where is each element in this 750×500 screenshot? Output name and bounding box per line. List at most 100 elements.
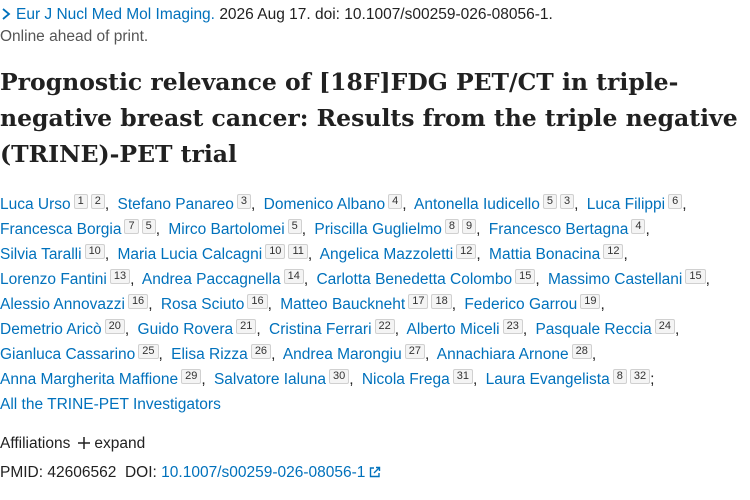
affiliation-number[interactable]: 1: [73, 194, 88, 209]
author: Massimo Castellani 15,: [547, 269, 714, 288]
author-name[interactable]: Demetrio Aricò: [0, 321, 102, 338]
author-name[interactable]: Annachiara Arnone: [436, 346, 569, 363]
affiliation-number[interactable]: 8: [444, 219, 459, 234]
affiliation-number[interactable]: 8: [612, 369, 627, 384]
affiliation-number[interactable]: 24: [654, 319, 676, 334]
author: Demetrio Aricò 20,: [0, 319, 133, 338]
separator: ,: [682, 196, 687, 213]
separator: ,: [476, 221, 481, 238]
affiliations-toggle[interactable]: Affiliations expand: [0, 433, 745, 455]
author-name[interactable]: Anna Margherita Maffione: [0, 371, 179, 388]
author-name[interactable]: Guido Rovera: [137, 321, 234, 338]
separator: ,: [301, 221, 307, 238]
affiliation-number[interactable]: 30: [328, 369, 350, 384]
affiliation-number[interactable]: 5: [141, 219, 156, 234]
author-name[interactable]: Gianluca Cassarino: [0, 346, 136, 363]
author-name[interactable]: Domenico Albano: [263, 196, 386, 213]
affiliation-number[interactable]: 23: [502, 319, 523, 334]
author: Salvatore Ialuna 30,: [213, 369, 358, 388]
affiliation-number[interactable]: 22: [374, 319, 395, 334]
journal-link[interactable]: Eur J Nucl Med Mol Imaging.: [16, 6, 215, 23]
author-name[interactable]: Angelica Mazzoletti: [319, 246, 454, 263]
author-name[interactable]: Lorenzo Fantini: [0, 271, 107, 288]
separator: ,: [303, 271, 309, 288]
affiliation-number[interactable]: 15: [515, 269, 536, 284]
author-name[interactable]: Stefano Panareo: [117, 196, 234, 213]
affiliation-number[interactable]: 5: [287, 219, 302, 234]
affiliation-number[interactable]: 13: [109, 269, 131, 284]
affiliation-number[interactable]: 26: [250, 344, 272, 359]
author-name[interactable]: Mirco Bartolomei: [168, 221, 285, 238]
affiliation-number[interactable]: 9: [462, 219, 477, 234]
affiliation-number[interactable]: 5: [542, 194, 557, 209]
affiliation-number[interactable]: 14: [283, 269, 304, 284]
chevron-icon: [2, 8, 11, 20]
separator: ,: [425, 346, 430, 363]
affiliation-number[interactable]: 28: [571, 344, 592, 359]
separator: ,: [472, 371, 478, 388]
group-author[interactable]: All the TRINE-PET Investigators: [0, 396, 221, 413]
author-name[interactable]: Luca Filippi: [586, 196, 666, 213]
author-name[interactable]: Laura Evangelista: [485, 371, 610, 388]
affiliation-number[interactable]: 32: [629, 369, 651, 384]
separator: ,: [201, 371, 206, 388]
author: Alessio Annovazzi 16,: [0, 294, 157, 313]
affiliation-number[interactable]: 3: [236, 194, 251, 209]
separator: ,: [394, 321, 400, 338]
author-name[interactable]: Antonella Iudicello: [414, 196, 540, 213]
author-name[interactable]: Francesco Bertagna: [488, 221, 629, 238]
affiliation-number[interactable]: 17: [408, 294, 429, 309]
affiliation-number[interactable]: 3: [559, 194, 575, 209]
author: Pasquale Reccia 24,: [535, 319, 683, 338]
doi-link[interactable]: 10.1007/s00259-026-08056-1: [161, 464, 366, 481]
affiliation-number[interactable]: 29: [181, 369, 202, 384]
author-name[interactable]: Silvia Taralli: [0, 246, 82, 263]
author-name[interactable]: Priscilla Guglielmo: [314, 221, 442, 238]
author-name[interactable]: Rosa Sciuto: [160, 296, 245, 313]
citation: Eur J Nucl Med Mol Imaging. 2026 Aug 17.…: [0, 4, 745, 48]
author-name[interactable]: Elisa Rizza: [171, 346, 248, 363]
author-name[interactable]: Andrea Paccagnella: [141, 271, 281, 288]
affiliation-number[interactable]: 10: [265, 244, 286, 259]
affiliation-number[interactable]: 25: [138, 344, 159, 359]
affiliation-number[interactable]: 21: [236, 319, 257, 334]
author-name[interactable]: Maria Lucia Calcagni: [117, 246, 263, 263]
separator: ,: [349, 371, 354, 388]
author-name[interactable]: Nicola Frega: [361, 371, 450, 388]
author-list: Luca Urso 1 2, Stefano Panareo 3, Domenico …: [0, 192, 745, 417]
affiliation-number[interactable]: 20: [104, 319, 125, 334]
affiliation-number[interactable]: 2: [90, 194, 105, 209]
affiliation-number[interactable]: 6: [668, 194, 683, 209]
affiliation-number[interactable]: 4: [631, 219, 646, 234]
author-name[interactable]: Massimo Castellani: [547, 271, 683, 288]
affiliation-number[interactable]: 16: [247, 294, 268, 309]
affiliation-number[interactable]: 7: [124, 219, 139, 234]
author: Angelica Mazzoletti 12,: [319, 244, 485, 263]
author-name[interactable]: Francesca Borgia: [0, 221, 122, 238]
author-name[interactable]: Alberto Miceli: [406, 321, 500, 338]
expand-label: expand: [94, 435, 146, 452]
affiliation-number[interactable]: 16: [127, 294, 149, 309]
author-name[interactable]: Mattia Bonacina: [489, 246, 601, 263]
affiliation-number[interactable]: 18: [431, 294, 452, 309]
author-name[interactable]: Alessio Annovazzi: [0, 296, 125, 313]
author-name[interactable]: Carlotta Benedetta Colombo: [316, 271, 513, 288]
author-name[interactable]: Luca Urso: [0, 196, 71, 213]
affiliation-number[interactable]: 12: [603, 244, 624, 259]
affiliation-number[interactable]: 12: [456, 244, 477, 259]
author: Luca Filippi 6,: [586, 194, 691, 213]
affiliation-number[interactable]: 10: [84, 244, 105, 259]
author-name[interactable]: Pasquale Reccia: [535, 321, 652, 338]
affiliation-number[interactable]: 27: [404, 344, 425, 359]
affiliation-number[interactable]: 15: [685, 269, 706, 284]
affiliation-number[interactable]: 11: [288, 244, 308, 259]
separator: ,: [522, 321, 528, 338]
affiliation-number[interactable]: 19: [580, 294, 601, 309]
author-name[interactable]: Salvatore Ialuna: [213, 371, 326, 388]
affiliation-number[interactable]: 4: [388, 194, 403, 209]
author-name[interactable]: Matteo Bauckneht: [280, 296, 406, 313]
author-name[interactable]: Cristina Ferrari: [269, 321, 372, 338]
author-name[interactable]: Federico Garrou: [464, 296, 578, 313]
affiliation-number[interactable]: 31: [452, 369, 473, 384]
author-name[interactable]: Andrea Marongiu: [282, 346, 402, 363]
